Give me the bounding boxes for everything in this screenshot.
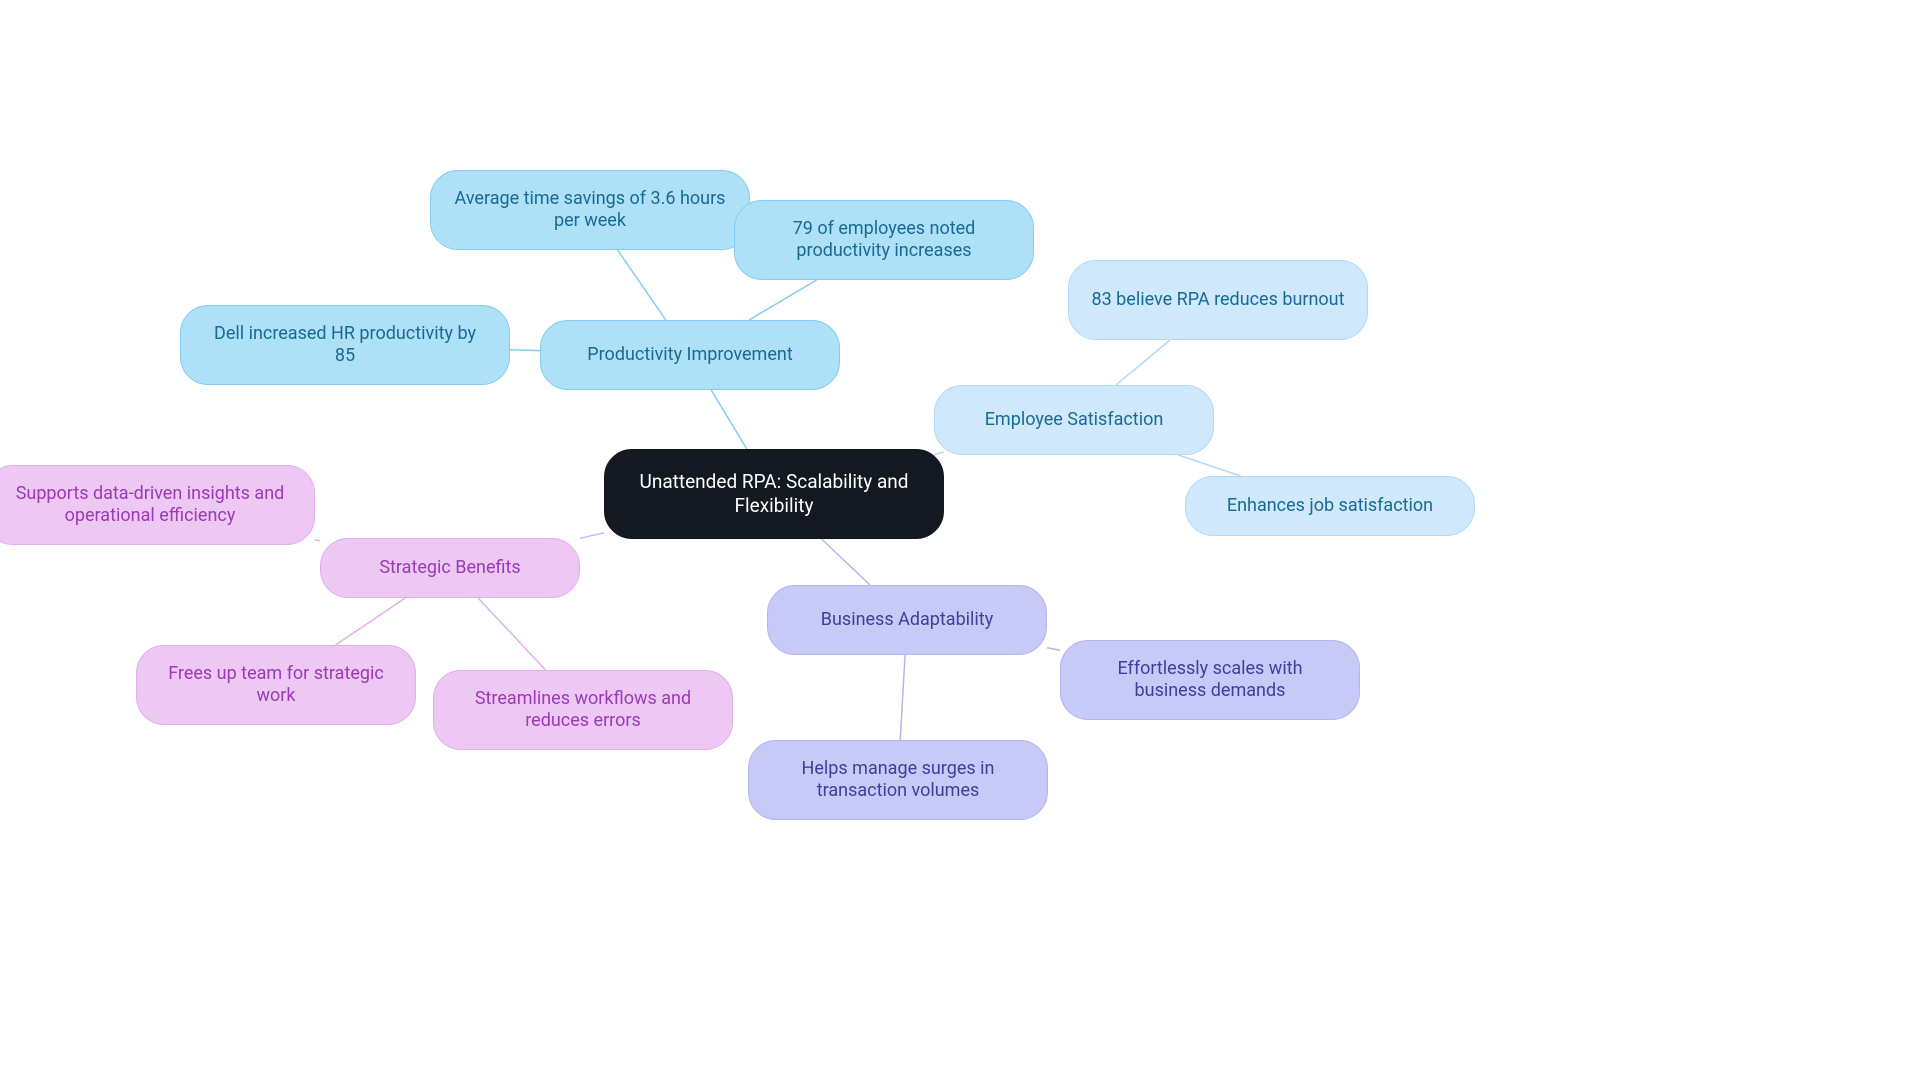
center-label: Unattended RPA: Scalability and Flexibil… [627, 470, 921, 518]
node-label: Dell increased HR productivity by 85 [203, 323, 487, 368]
productivity-child-time-savings: Average time savings of 3.6 hours per we… [430, 170, 750, 250]
node-label: Enhances job satisfaction [1227, 495, 1433, 518]
center-node: Unattended RPA: Scalability and Flexibil… [604, 449, 944, 539]
node-label: Effortlessly scales with business demand… [1083, 658, 1337, 703]
business-child-surges: Helps manage surges in transaction volum… [748, 740, 1048, 820]
employee-label: Employee Satisfaction [985, 409, 1164, 432]
strategic-child-frees-team: Frees up team for strategic work [136, 645, 416, 725]
node-label: Frees up team for strategic work [159, 663, 393, 708]
employee-satisfaction-node: Employee Satisfaction [934, 385, 1214, 455]
node-label: 79 of employees noted productivity incre… [757, 218, 1011, 263]
business-child-scales: Effortlessly scales with business demand… [1060, 640, 1360, 720]
mindmap-canvas: Unattended RPA: Scalability and Flexibil… [0, 0, 1920, 1083]
node-label: 83 believe RPA reduces burnout [1091, 289, 1344, 312]
employee-child-job-satisfaction: Enhances job satisfaction [1185, 476, 1475, 536]
node-label: Streamlines workflows and reduces errors [456, 688, 710, 733]
node-label: Helps manage surges in transaction volum… [771, 758, 1025, 803]
employee-child-burnout: 83 believe RPA reduces burnout [1068, 260, 1368, 340]
strategic-benefits-node: Strategic Benefits [320, 538, 580, 598]
node-label: Average time savings of 3.6 hours per we… [453, 188, 727, 233]
productivity-child-dell: Dell increased HR productivity by 85 [180, 305, 510, 385]
productivity-label: Productivity Improvement [587, 344, 792, 367]
productivity-child-79-percent: 79 of employees noted productivity incre… [734, 200, 1034, 280]
strategic-label: Strategic Benefits [379, 557, 520, 580]
strategic-child-insights: Supports data-driven insights and operat… [0, 465, 315, 545]
strategic-child-streamlines: Streamlines workflows and reduces errors [433, 670, 733, 750]
node-label: Supports data-driven insights and operat… [8, 483, 292, 528]
business-adaptability-node: Business Adaptability [767, 585, 1047, 655]
productivity-node: Productivity Improvement [540, 320, 840, 390]
business-label: Business Adaptability [821, 609, 993, 632]
